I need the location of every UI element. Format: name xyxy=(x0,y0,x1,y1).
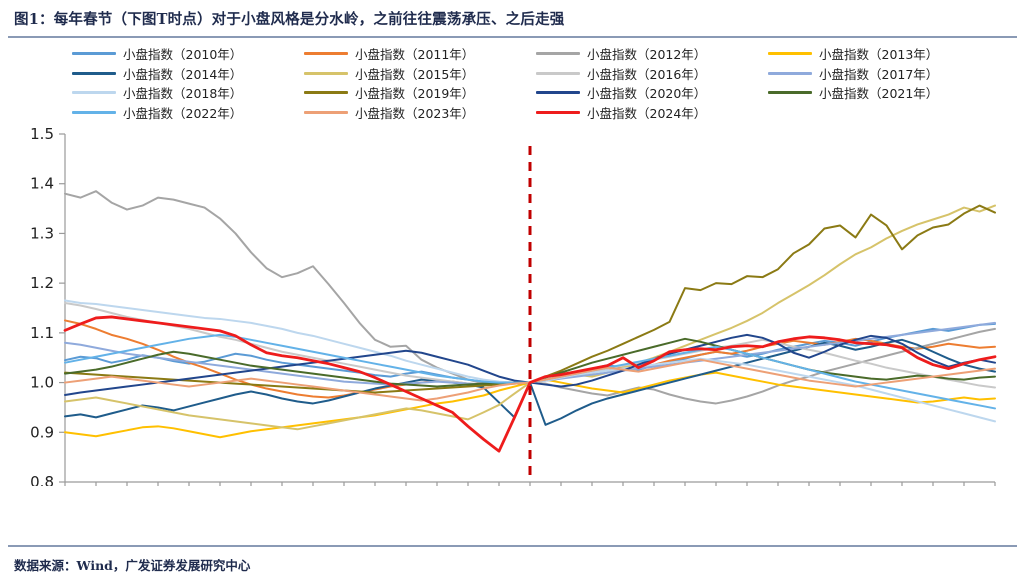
legend-item-2021[interactable]: 小盘指数（2021年） xyxy=(768,83,1000,102)
x-tick-label: T-20 xyxy=(198,485,228,486)
x-tick-label: T+10 xyxy=(658,485,693,486)
legend-swatch-icon-2018 xyxy=(72,91,116,95)
x-tick-label: T-14 xyxy=(291,485,321,486)
legend-label-2010: 小盘指数（2010年） xyxy=(123,47,243,63)
legend-label-2012: 小盘指数（2012年） xyxy=(587,47,707,63)
legend-label-2024: 小盘指数（2024年） xyxy=(587,105,707,121)
legend-label-2022: 小盘指数（2022年） xyxy=(123,105,243,121)
source-note: 数据来源：Wind，广发证券发展研究中心 xyxy=(14,557,251,573)
page-title: 图1：每年春节（下图T时点）对于小盘风格是分水岭，之前往往震荡承压、之后走强 xyxy=(14,10,565,28)
legend-swatch-icon-2014 xyxy=(72,71,116,75)
y-tick-label: 0.9 xyxy=(30,423,54,441)
y-tick-label: 1.3 xyxy=(30,224,54,242)
x-tick-label: T+30 xyxy=(968,485,1003,486)
x-tick-label: T+8 xyxy=(632,485,662,486)
legend-item-2011[interactable]: 小盘指数（2011年） xyxy=(304,44,536,63)
figure-title-bar: 图1：每年春节（下图T时点）对于小盘风格是分水岭，之前往往震荡承压、之后走强 xyxy=(0,0,1025,36)
legend-label-2019: 小盘指数（2019年） xyxy=(355,86,475,102)
y-tick-label: 1.5 xyxy=(30,126,54,143)
y-tick-label: 1.4 xyxy=(30,175,54,193)
x-tick-label: T+16 xyxy=(751,485,786,486)
legend-label-2013: 小盘指数（2013年） xyxy=(819,47,939,63)
y-tick-label: 0.8 xyxy=(30,473,54,486)
title-divider xyxy=(8,36,1017,38)
legend-swatch-icon-2010 xyxy=(72,52,116,56)
legend-item-2022[interactable]: 小盘指数（2022年） xyxy=(72,103,304,122)
legend-swatch-icon-2022 xyxy=(72,110,116,114)
x-tick-label: T+28 xyxy=(937,485,972,486)
x-tick-label: T-24 xyxy=(136,485,166,486)
x-tick-label: T-26 xyxy=(105,485,135,486)
series-line-2024 xyxy=(63,315,997,453)
legend-swatch-icon-2017 xyxy=(768,71,812,75)
x-tick-label: T-4 xyxy=(451,485,476,486)
legend-item-2019[interactable]: 小盘指数（2019年） xyxy=(304,83,536,102)
x-tick-label: T+6 xyxy=(601,485,631,486)
legend-swatch-icon-2023 xyxy=(304,110,348,114)
x-tick-label: T-18 xyxy=(229,485,259,486)
legend-label-2016: 小盘指数（2016年） xyxy=(587,66,707,82)
legend-item-2015[interactable]: 小盘指数（2015年） xyxy=(304,64,536,83)
legend-item-2014[interactable]: 小盘指数（2014年） xyxy=(72,64,304,83)
legend-swatch-icon-2024 xyxy=(536,110,580,114)
legend-label-2023: 小盘指数（2023年） xyxy=(355,105,475,121)
x-tick-label: T-28 xyxy=(74,485,104,486)
legend-item-2016[interactable]: 小盘指数（2016年） xyxy=(536,64,768,83)
chart-legend: 小盘指数（2010年） 小盘指数（2011年） 小盘指数（2012年） 小盘指数（20… xyxy=(72,44,1002,124)
x-tick-label: T-8 xyxy=(389,485,414,486)
legend-label-2018: 小盘指数（2018年） xyxy=(123,86,243,102)
source-divider xyxy=(8,545,1017,547)
x-tick-label: T+18 xyxy=(782,485,817,486)
x-tick-label: T-16 xyxy=(260,485,290,486)
chart-plot-area: 0.80.91.01.11.21.31.41.5T-30T-28T-26T-24… xyxy=(0,126,1025,486)
line-chart: 0.80.91.01.11.21.31.41.5T-30T-28T-26T-24… xyxy=(30,126,1003,486)
legend-label-2017: 小盘指数（2017年） xyxy=(819,66,939,82)
legend-item-2013[interactable]: 小盘指数（2013年） xyxy=(768,44,1000,63)
legend-swatch-icon-2015 xyxy=(304,71,348,75)
legend-swatch-icon-2019 xyxy=(304,91,348,95)
x-tick-label: T+0 xyxy=(508,485,538,486)
y-tick-label: 1.2 xyxy=(30,274,54,292)
x-tick-label: T+14 xyxy=(720,485,755,486)
legend-item-2010[interactable]: 小盘指数（2010年） xyxy=(72,44,304,63)
legend-swatch-icon-2016 xyxy=(536,71,580,75)
legend-item-2018[interactable]: 小盘指数（2018年） xyxy=(72,83,304,102)
y-tick-label: 1.0 xyxy=(30,374,54,392)
x-tick-label: T+24 xyxy=(875,485,910,486)
legend-swatch-icon-2020 xyxy=(536,91,580,95)
legend-label-2011: 小盘指数（2011年） xyxy=(355,47,475,63)
legend-swatch-icon-2013 xyxy=(768,52,812,56)
y-tick-label: 1.1 xyxy=(30,324,54,342)
legend-item-2020[interactable]: 小盘指数（2020年） xyxy=(536,83,768,102)
figure-source-bar: 数据来源：Wind，广发证券发展研究中心 xyxy=(0,547,1025,581)
legend-swatch-icon-2021 xyxy=(768,91,812,95)
legend-item-2012[interactable]: 小盘指数（2012年） xyxy=(536,44,768,63)
legend-swatch-icon-2011 xyxy=(304,52,348,56)
legend-label-2015: 小盘指数（2015年） xyxy=(355,66,475,82)
legend-label-2021: 小盘指数（2021年） xyxy=(819,86,939,102)
x-tick-label: T+20 xyxy=(813,485,848,486)
x-tick-label: T-10 xyxy=(353,485,383,486)
legend-item-2024[interactable]: 小盘指数（2024年） xyxy=(536,103,768,122)
x-tick-label: T-6 xyxy=(420,485,445,486)
legend-item-2017[interactable]: 小盘指数（2017年） xyxy=(768,64,1000,83)
legend-swatch-icon-2012 xyxy=(536,52,580,56)
x-tick-label: T+26 xyxy=(906,485,941,486)
legend-label-2014: 小盘指数（2014年） xyxy=(123,66,243,82)
x-tick-label: T+4 xyxy=(570,485,600,486)
legend-label-2020: 小盘指数（2020年） xyxy=(587,86,707,102)
legend-item-2023[interactable]: 小盘指数（2023年） xyxy=(304,103,536,122)
